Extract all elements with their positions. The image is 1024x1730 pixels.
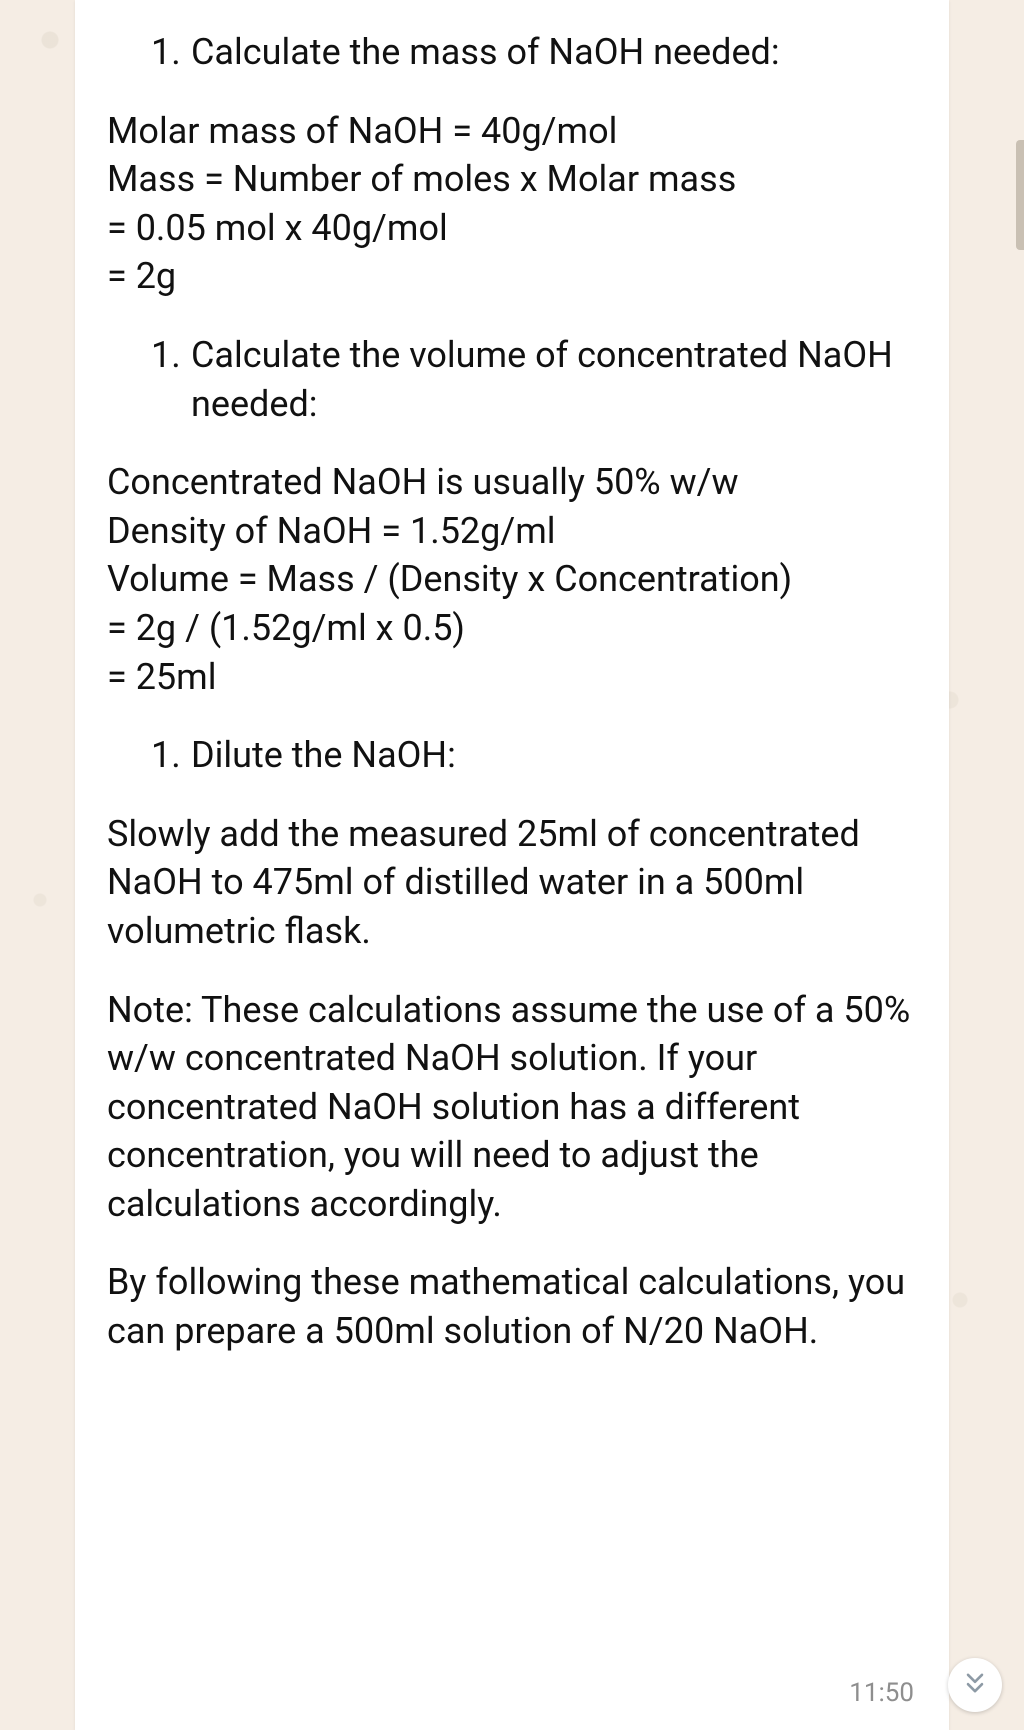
dilute-paragraph: Slowly add the measured 25ml of concentr… (107, 810, 917, 956)
list-number: 1. (151, 331, 191, 428)
calc-line: = 0.05 mol x 40g/mol (107, 204, 917, 253)
calc-line: Mass = Number of moles x Molar mass (107, 155, 917, 204)
calc-line: = 25ml (107, 653, 917, 702)
calc-line: = 2g (107, 252, 917, 301)
calc-line: Density of NaOH = 1.52g/ml (107, 507, 917, 556)
scroll-to-bottom-button[interactable] (948, 1658, 1002, 1712)
calc-line: = 2g / (1.52g/ml x 0.5) (107, 604, 917, 653)
message-bubble: 1. Calculate the mass of NaOH needed: Mo… (75, 0, 949, 1730)
side-scroll-handle[interactable] (1016, 140, 1024, 250)
calc-block-1: Molar mass of NaOH = 40g/mol Mass = Numb… (107, 107, 917, 301)
calc-line: Volume = Mass / (Density x Concentration… (107, 555, 917, 604)
step-1-heading: 1. Calculate the mass of NaOH needed: (107, 28, 917, 77)
calc-block-2: Concentrated NaOH is usually 50% w/w Den… (107, 458, 917, 701)
message-timestamp: 11:50 (849, 1678, 914, 1708)
step-2-title: Calculate the volume of concentrated NaO… (191, 331, 917, 428)
note-paragraph: Note: These calculations assume the use … (107, 986, 917, 1229)
calc-line: Molar mass of NaOH = 40g/mol (107, 107, 917, 156)
step-2-heading: 1. Calculate the volume of concentrated … (107, 331, 917, 428)
closing-paragraph: By following these mathematical calculat… (107, 1258, 917, 1355)
calc-line: Concentrated NaOH is usually 50% w/w (107, 458, 917, 507)
chevron-double-down-icon (961, 1669, 989, 1701)
step-3-title: Dilute the NaOH: (191, 731, 456, 780)
list-number: 1. (151, 731, 191, 780)
list-number: 1. (151, 28, 191, 77)
message-content: 1. Calculate the mass of NaOH needed: Mo… (107, 28, 917, 1356)
step-3-heading: 1. Dilute the NaOH: (107, 731, 917, 780)
step-1-title: Calculate the mass of NaOH needed: (191, 28, 780, 77)
